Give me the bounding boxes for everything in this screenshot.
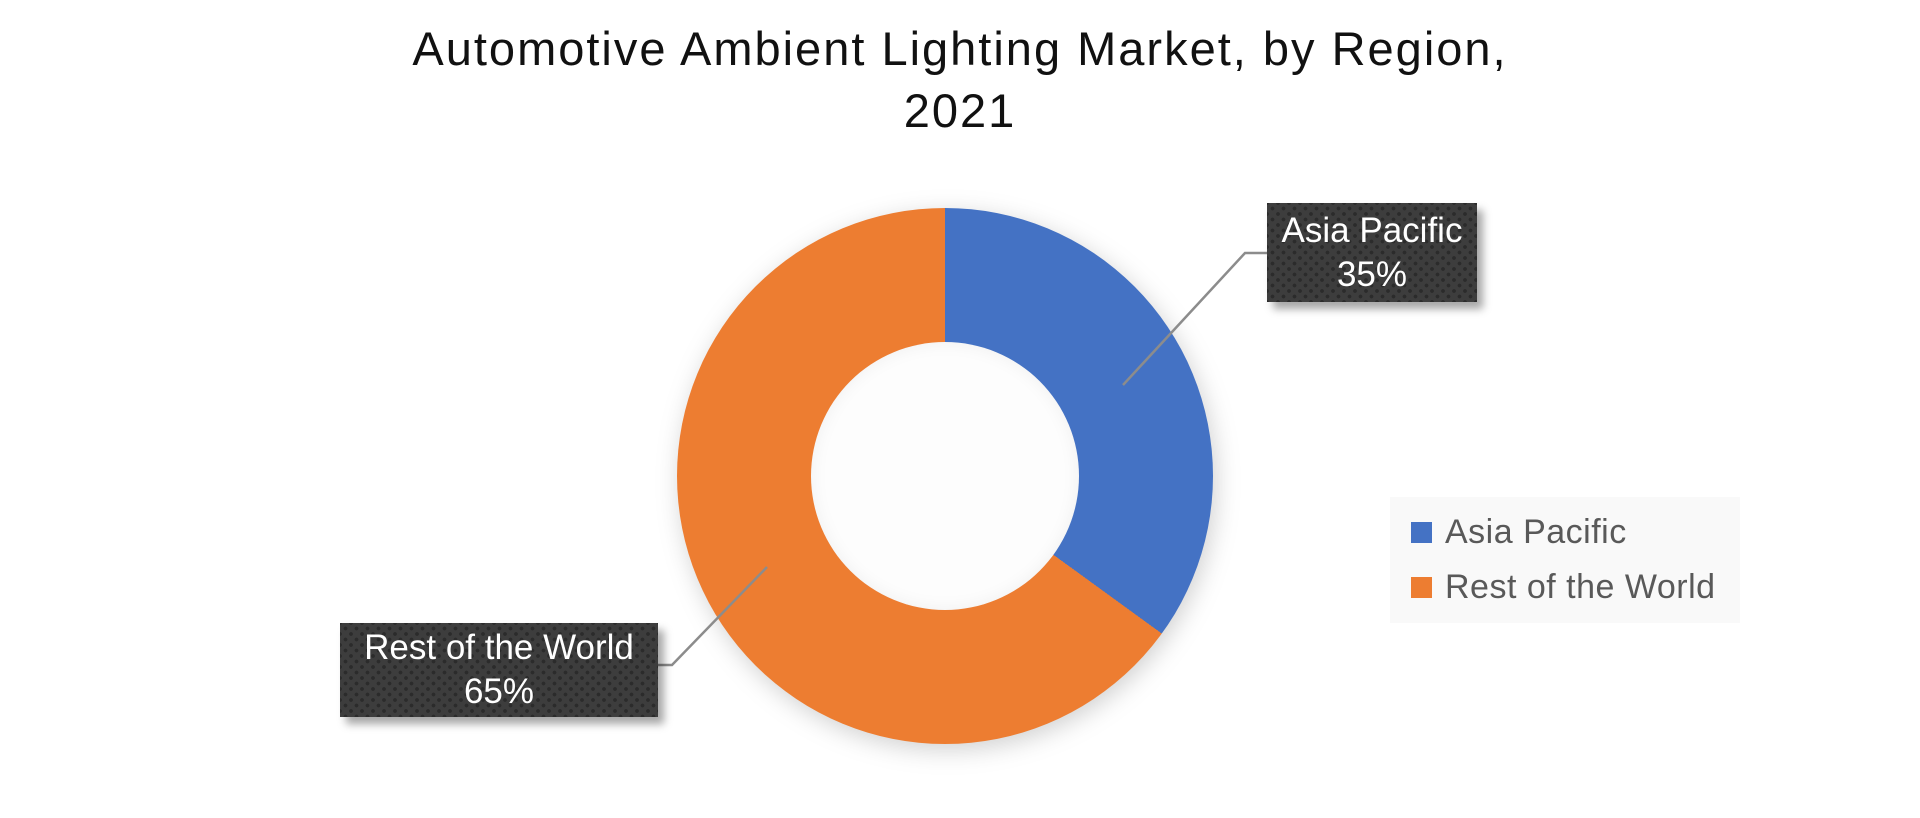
data-label-asia-pacific[interactable]: Asia Pacific 35% [1267, 203, 1477, 302]
legend: Asia Pacific Rest of the World [1390, 497, 1740, 623]
data-label-asia-pacific-value: 35% [1336, 254, 1408, 294]
data-label-rest-of-world-value: 65% [463, 672, 535, 711]
chart-title-line-1: Automotive Ambient Lighting Market, by R… [412, 22, 1508, 75]
legend-swatch-asia-pacific-icon [1411, 522, 1432, 543]
data-label-asia-pacific-name: Asia Pacific [1281, 210, 1463, 250]
data-label-rest-of-world[interactable]: Rest of the World 65% [340, 623, 658, 717]
donut-chart[interactable] [677, 208, 1213, 744]
legend-label-asia-pacific: Asia Pacific [1445, 513, 1627, 551]
legend-label-rest-of-world: Rest of the World [1445, 568, 1716, 606]
legend-item-rest-of-world[interactable]: Rest of the World [1411, 568, 1740, 607]
chart-title-line-2: 2021 [903, 84, 1017, 137]
chart-title: Automotive Ambient Lighting Market, by R… [0, 18, 1920, 142]
legend-item-asia-pacific[interactable]: Asia Pacific [1411, 513, 1740, 552]
data-label-rest-of-world-name: Rest of the World [364, 628, 634, 667]
donut-hole [811, 342, 1079, 610]
legend-swatch-rest-of-world-icon [1411, 577, 1432, 598]
